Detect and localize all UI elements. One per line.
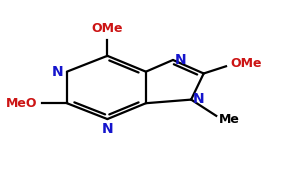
Text: N: N xyxy=(174,53,186,67)
Text: N: N xyxy=(193,92,204,106)
Text: N: N xyxy=(102,122,113,136)
Text: MeO: MeO xyxy=(6,97,38,110)
Text: OMe: OMe xyxy=(92,22,123,35)
Text: N: N xyxy=(52,65,64,79)
Text: OMe: OMe xyxy=(230,57,262,70)
Text: Me: Me xyxy=(219,113,240,126)
